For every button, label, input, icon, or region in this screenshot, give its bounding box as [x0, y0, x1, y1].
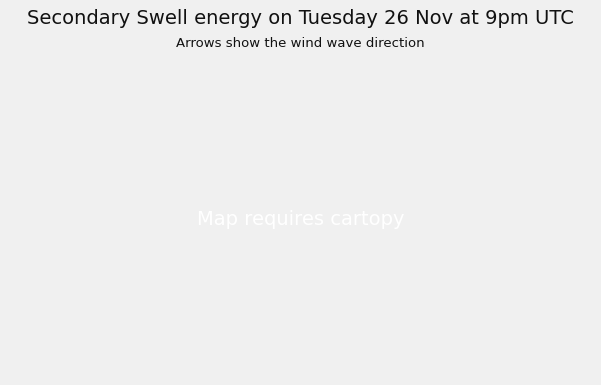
- Text: Map requires cartopy: Map requires cartopy: [197, 210, 404, 229]
- Text: Secondary Swell energy on Tuesday 26 Nov at 9pm UTC: Secondary Swell energy on Tuesday 26 Nov…: [27, 9, 574, 28]
- Text: Arrows show the wind wave direction: Arrows show the wind wave direction: [176, 37, 425, 50]
